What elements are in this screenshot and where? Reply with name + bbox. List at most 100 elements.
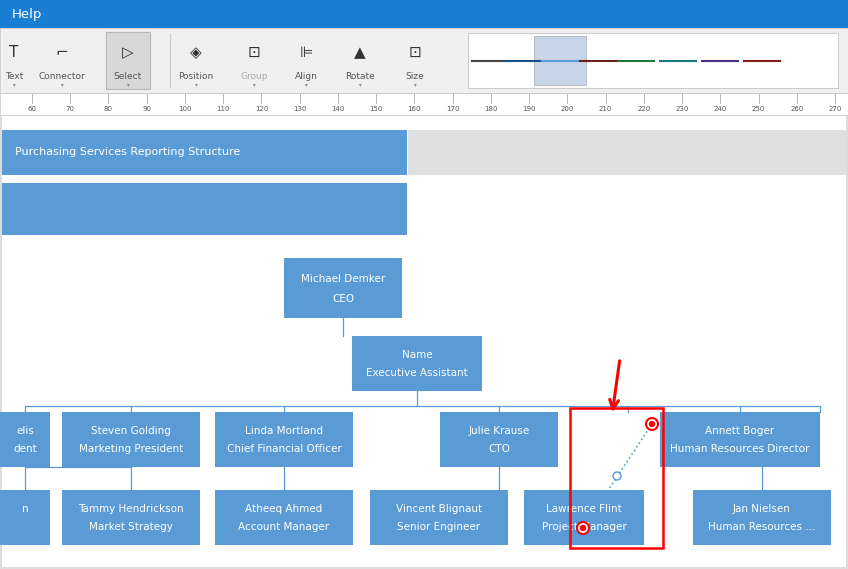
Text: ▾: ▾ [126,82,130,87]
Bar [0,490,50,545]
Bar [2,183,407,235]
Text: CTO: CTO [488,444,510,455]
Circle shape [613,472,621,480]
Circle shape [646,418,658,430]
Text: Help: Help [12,7,42,20]
Text: Purchasing Services Reporting Structure: Purchasing Services Reporting Structure [15,147,240,157]
Text: ◈: ◈ [190,45,202,60]
Text: 220: 220 [637,106,650,112]
Text: ▲: ▲ [354,45,365,60]
Text: Julie Krause: Julie Krause [468,426,530,436]
Text: Name: Name [402,351,432,360]
Text: ▾: ▾ [414,82,416,87]
Text: 230: 230 [675,106,689,112]
Text: Align: Align [294,72,317,81]
Text: Text: Text [5,72,23,81]
Text: 160: 160 [408,106,421,112]
Text: Chief Financial Officer: Chief Financial Officer [226,444,342,455]
Text: ⊡: ⊡ [409,45,421,60]
Text: Select: Select [114,72,142,81]
Circle shape [577,522,589,534]
Bar [106,32,150,89]
Text: 200: 200 [561,106,574,112]
Bar [0,0,848,28]
Bar [0,28,848,93]
Text: Annett Boger: Annett Boger [706,426,774,436]
Text: ▾: ▾ [195,82,198,87]
Text: Marketing President: Marketing President [79,444,183,455]
Bar [215,490,353,545]
Bar [352,336,482,391]
Text: Senior Engineer: Senior Engineer [398,522,481,533]
Text: ▾: ▾ [253,82,255,87]
Text: 240: 240 [714,106,727,112]
Text: 100: 100 [178,106,192,112]
Text: 150: 150 [370,106,382,112]
Text: n: n [22,504,28,514]
Text: Linda Mortland: Linda Mortland [245,426,323,436]
Text: Atheeq Ahmed: Atheeq Ahmed [245,504,322,514]
Bar [440,412,558,467]
Text: ▾: ▾ [304,82,307,87]
Text: 270: 270 [828,106,842,112]
Text: Steven Golding: Steven Golding [91,426,171,436]
Text: CEO: CEO [332,294,354,304]
Text: Vincent Blignaut: Vincent Blignaut [396,504,482,514]
Bar [62,490,200,545]
Text: ⊡: ⊡ [248,45,260,60]
Text: 170: 170 [446,106,460,112]
Text: Account Manager: Account Manager [238,522,330,533]
Text: Michael Demker: Michael Demker [301,274,385,284]
Text: 210: 210 [599,106,612,112]
Text: Connector: Connector [39,72,86,81]
Text: Jan Nielsen: Jan Nielsen [733,504,791,514]
Bar [693,490,831,545]
Text: ▷: ▷ [122,45,134,60]
Bar [215,412,353,467]
Bar [284,258,402,318]
Text: dent: dent [13,444,36,455]
Text: 260: 260 [790,106,803,112]
Circle shape [581,526,585,530]
Text: ⊫: ⊫ [299,45,313,60]
Text: ▾: ▾ [60,82,64,87]
Text: ▾: ▾ [13,82,15,87]
Text: elis: elis [16,426,34,436]
Bar [0,412,50,467]
Text: Market Strategy: Market Strategy [89,522,173,533]
Bar [2,130,407,175]
Text: 70: 70 [66,106,75,112]
Text: 180: 180 [484,106,498,112]
Bar [660,412,820,467]
Bar [370,490,508,545]
Bar [534,36,586,85]
Text: Human Resources ...: Human Resources ... [708,522,816,533]
Text: Size: Size [405,72,424,81]
Text: 60: 60 [27,106,36,112]
Bar [524,490,644,545]
Bar [408,130,846,175]
Bar [570,408,663,548]
Text: 80: 80 [104,106,113,112]
Bar [468,33,838,88]
Circle shape [650,422,655,427]
Bar [62,412,200,467]
Text: 90: 90 [142,106,151,112]
Text: 110: 110 [216,106,230,112]
Text: Group: Group [240,72,268,81]
Text: Rotate: Rotate [345,72,375,81]
Text: Human Resources Director: Human Resources Director [670,444,810,455]
Text: Project Manager: Project Manager [542,522,627,533]
Text: ⌐: ⌐ [56,45,69,60]
Text: 140: 140 [332,106,344,112]
Text: 190: 190 [522,106,536,112]
Text: Position: Position [178,72,214,81]
Bar [0,93,848,115]
Text: T: T [9,45,19,60]
Text: 250: 250 [752,106,765,112]
Text: Lawrence Flint: Lawrence Flint [546,504,622,514]
Text: 120: 120 [254,106,268,112]
Text: ▾: ▾ [359,82,361,87]
Text: Tammy Hendrickson: Tammy Hendrickson [78,504,184,514]
Text: Executive Assistant: Executive Assistant [366,368,468,378]
